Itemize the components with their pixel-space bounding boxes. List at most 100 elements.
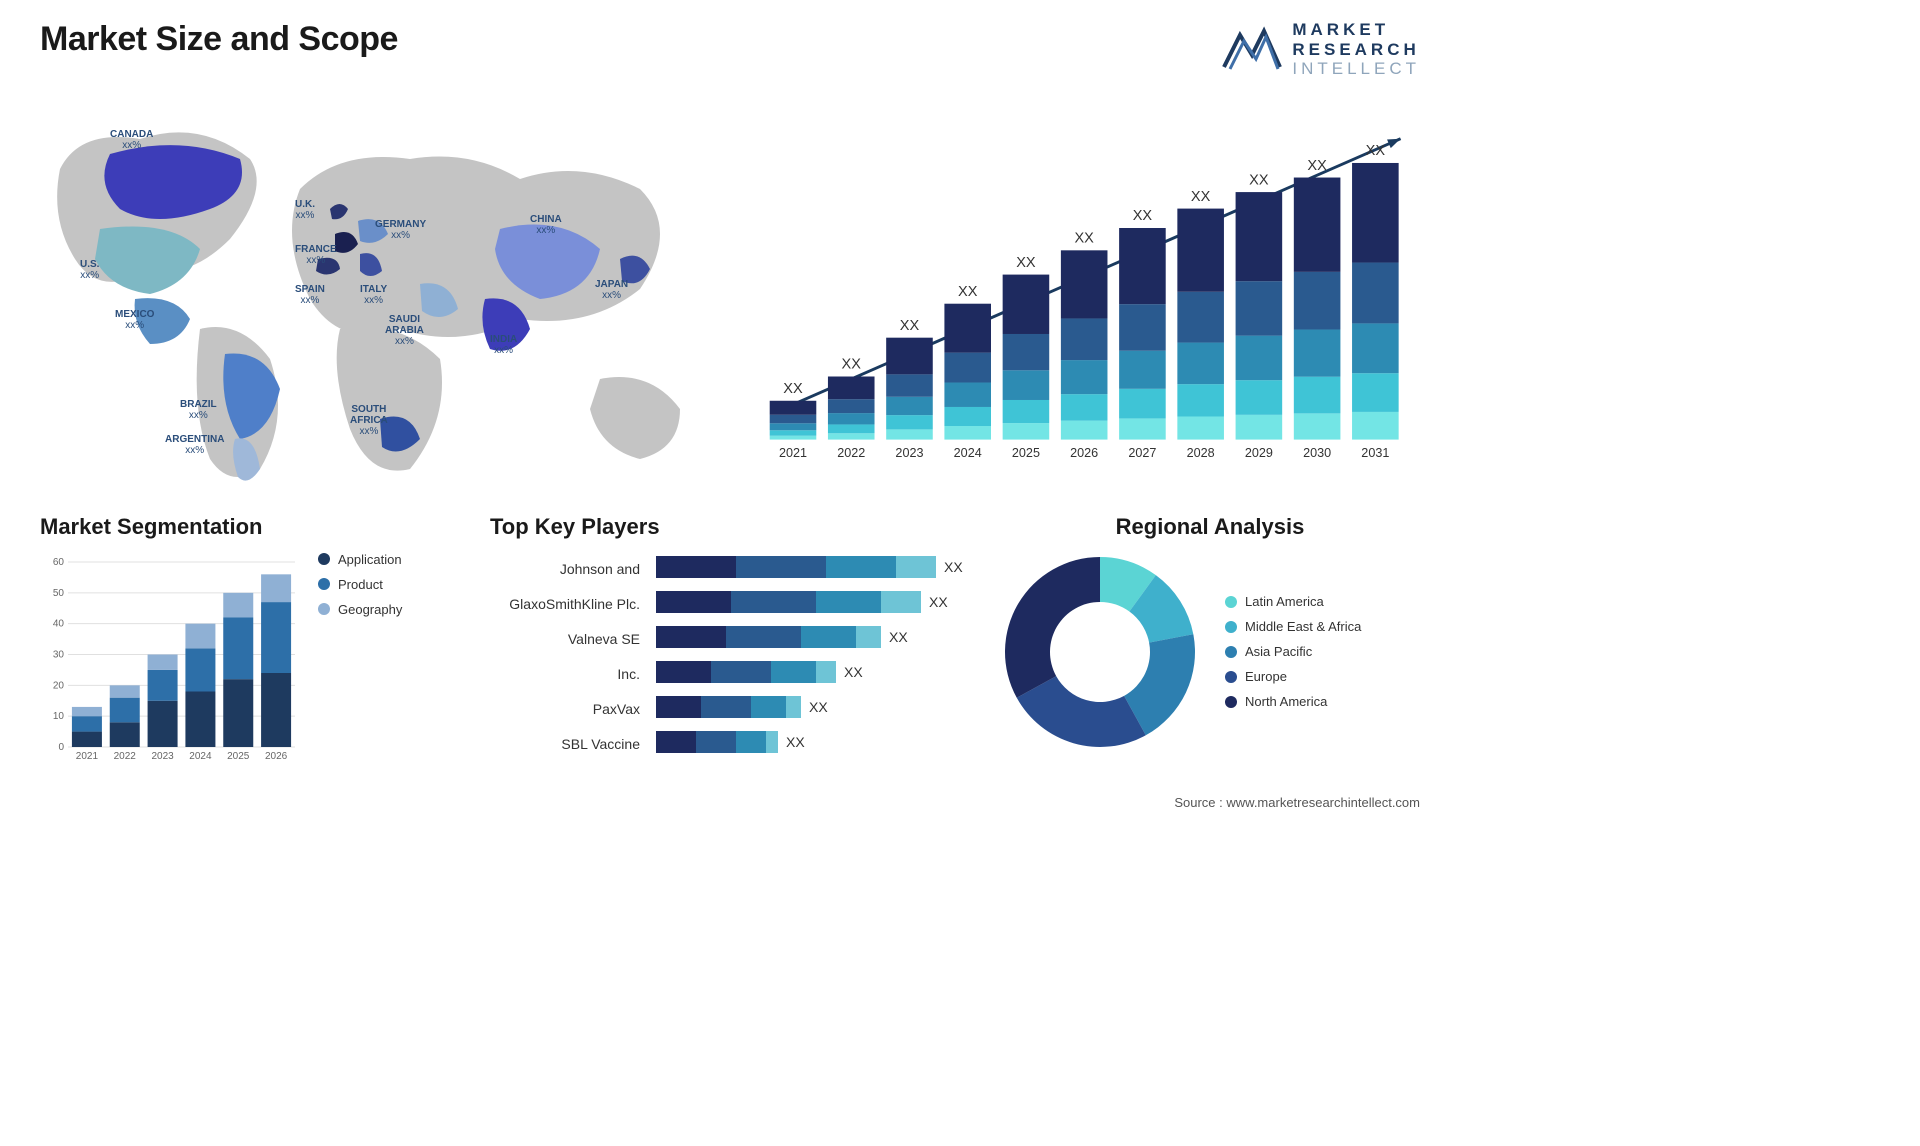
svg-text:XX: XX — [1133, 208, 1153, 224]
svg-text:2024: 2024 — [954, 446, 982, 460]
player-name: Inc. — [490, 666, 640, 682]
map-country-label: CHINAxx% — [530, 214, 562, 236]
player-value: XX — [786, 734, 805, 750]
player-bar-segment — [766, 731, 778, 753]
player-name: SBL Vaccine — [490, 736, 640, 752]
player-name: Valneva SE — [490, 631, 640, 647]
player-bar-segment — [726, 626, 801, 648]
player-bar — [656, 661, 836, 683]
player-value: XX — [944, 559, 963, 575]
legend-dot-icon — [1225, 621, 1237, 633]
player-value: XX — [809, 699, 828, 715]
players-labels: Johnson and GlaxoSmithKline Plc. Valneva S… — [490, 552, 640, 762]
map-country-label: INDIAxx% — [490, 334, 517, 356]
legend-item: Asia Pacific — [1225, 644, 1361, 659]
svg-text:2025: 2025 — [227, 751, 250, 762]
world-map: CANADAxx% U.S.xx% MEXICOxx% BRAZILxx% ARGENT… — [40, 99, 720, 489]
svg-text:XX: XX — [958, 284, 978, 300]
player-bar-segment — [736, 556, 826, 578]
svg-text:2031: 2031 — [1361, 446, 1389, 460]
player-bar-segment — [786, 696, 801, 718]
svg-text:2022: 2022 — [837, 446, 865, 460]
player-bar-row: XX — [656, 552, 970, 582]
player-value: XX — [844, 664, 863, 680]
player-bar-segment — [656, 731, 696, 753]
svg-text:2021: 2021 — [779, 446, 807, 460]
svg-text:2022: 2022 — [114, 751, 137, 762]
svg-text:XX: XX — [1307, 157, 1327, 173]
player-bar-segment — [856, 626, 881, 648]
player-name: Johnson and — [490, 561, 640, 577]
legend-item: Geography — [318, 602, 402, 617]
legend-label: Product — [338, 577, 383, 592]
svg-text:XX: XX — [1249, 172, 1269, 188]
map-country-label: FRANCExx% — [295, 244, 337, 266]
svg-text:2029: 2029 — [1245, 446, 1273, 460]
svg-text:0: 0 — [58, 742, 64, 753]
svg-text:40: 40 — [53, 618, 65, 629]
map-country-label: SAUDIARABIAxx% — [385, 314, 424, 347]
legend-item: Europe — [1225, 669, 1361, 684]
regional-donut-svg — [1000, 552, 1200, 752]
map-country-label: U.K.xx% — [295, 199, 315, 221]
player-bar-segment — [731, 591, 816, 613]
players-panel: Top Key Players Johnson andGlaxoSmithKli… — [490, 514, 970, 794]
player-bar-segment — [656, 696, 701, 718]
svg-text:30: 30 — [53, 649, 65, 660]
player-bar-segment — [696, 731, 736, 753]
svg-text:2028: 2028 — [1187, 446, 1215, 460]
map-country-label: CANADAxx% — [110, 129, 153, 151]
svg-text:2027: 2027 — [1128, 446, 1156, 460]
player-bar-segment — [751, 696, 786, 718]
player-bar — [656, 591, 921, 613]
legend-dot-icon — [1225, 696, 1237, 708]
map-country-label: MEXICOxx% — [115, 309, 154, 331]
regional-legend: Latin AmericaMiddle East & AfricaAsia Pa… — [1225, 594, 1361, 709]
svg-text:2026: 2026 — [265, 751, 288, 762]
player-name: GlaxoSmithKline Plc. — [490, 596, 640, 612]
player-bar-segment — [881, 591, 921, 613]
map-country-label: ARGENTINAxx% — [165, 434, 224, 456]
growth-chart: 2021XX2022XX2023XX2024XX2025XX2026XX2027… — [760, 99, 1420, 489]
legend-item: Application — [318, 552, 402, 567]
player-name: PaxVax — [490, 701, 640, 717]
svg-text:XX: XX — [900, 318, 920, 334]
svg-text:20: 20 — [53, 680, 65, 691]
player-bar-segment — [816, 661, 836, 683]
player-bar-segment — [656, 626, 726, 648]
legend-label: Asia Pacific — [1245, 644, 1312, 659]
players-bars: XX XX XX XX XX XX — [656, 552, 970, 762]
player-bar-segment — [736, 731, 766, 753]
segmentation-panel: Market Segmentation 01020304050602021202… — [40, 514, 460, 794]
main-title: Market Size and Scope — [40, 20, 398, 59]
legend-label: Europe — [1245, 669, 1287, 684]
legend-dot-icon — [1225, 671, 1237, 683]
svg-text:2021: 2021 — [76, 751, 99, 762]
player-bar-segment — [711, 661, 771, 683]
player-bar — [656, 626, 881, 648]
map-country-label: U.S.xx% — [80, 259, 99, 281]
map-country-label: JAPANxx% — [595, 279, 628, 301]
player-bar-row: XX — [656, 622, 970, 652]
svg-text:2023: 2023 — [895, 446, 923, 460]
source-attribution: Source : www.marketresearchintellect.com — [1174, 795, 1420, 810]
legend-dot-icon — [1225, 596, 1237, 608]
growth-chart-svg: 2021XX2022XX2023XX2024XX2025XX2026XX2027… — [760, 99, 1420, 489]
svg-text:XX: XX — [1191, 188, 1211, 204]
legend-item: North America — [1225, 694, 1361, 709]
brand-logo: MARKET RESEARCH INTELLECT — [1222, 20, 1420, 79]
svg-text:10: 10 — [53, 711, 65, 722]
player-bar-segment — [656, 661, 711, 683]
player-bar — [656, 556, 936, 578]
map-country-label: GERMANYxx% — [375, 219, 426, 241]
map-country-label: BRAZILxx% — [180, 399, 217, 421]
player-bar-row: XX — [656, 727, 970, 757]
logo-text: MARKET RESEARCH INTELLECT — [1292, 20, 1420, 79]
svg-text:2026: 2026 — [1070, 446, 1098, 460]
legend-item: Middle East & Africa — [1225, 619, 1361, 634]
segmentation-legend: Application Product Geography — [318, 552, 402, 762]
legend-label: Middle East & Africa — [1245, 619, 1361, 634]
legend-label: North America — [1245, 694, 1327, 709]
player-value: XX — [929, 594, 948, 610]
player-value: XX — [889, 629, 908, 645]
